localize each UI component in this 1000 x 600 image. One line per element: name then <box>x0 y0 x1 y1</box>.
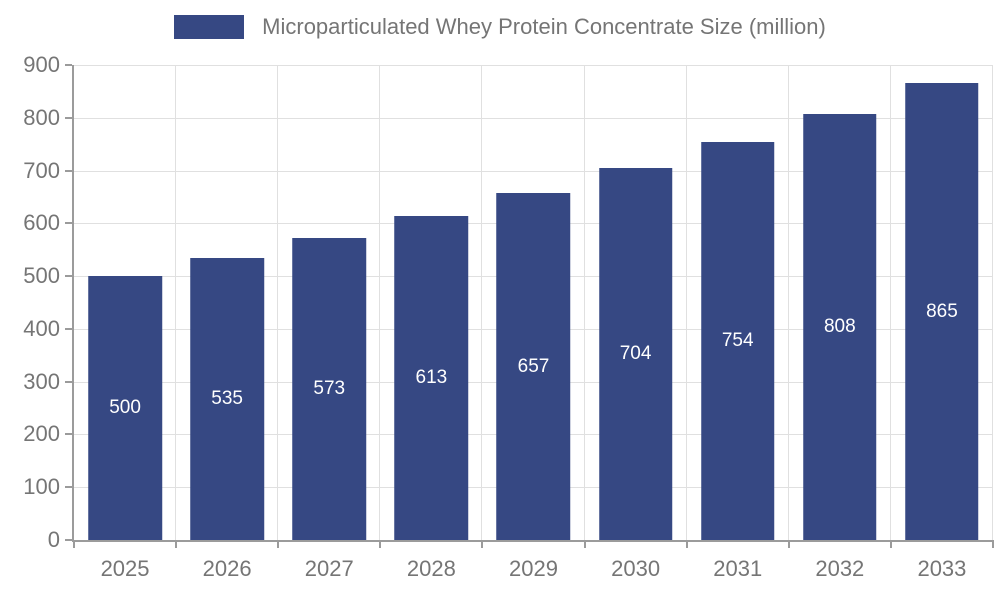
bar-value-label: 573 <box>313 377 346 399</box>
x-axis-tick <box>685 540 688 548</box>
y-axis-tick-label: 600 <box>23 210 60 236</box>
bar-slot: 500 <box>74 65 176 540</box>
bar-2033: 865 <box>905 83 979 540</box>
bar-value-label: 704 <box>619 343 652 365</box>
x-axis-tick-label: 2032 <box>815 556 865 581</box>
x-axis-tick-label: 2030 <box>611 556 661 581</box>
h-gridline <box>74 170 993 172</box>
x-axis-tick-label: 2027 <box>304 556 354 581</box>
bar-2028: 613 <box>394 216 469 540</box>
x-axis-tick-label: 2029 <box>509 556 558 581</box>
x-axis-tick <box>379 540 382 548</box>
y-axis-tick-label: 700 <box>23 157 60 183</box>
y-axis-tick <box>65 275 72 278</box>
y-axis-tick <box>65 169 72 172</box>
bar-2025: 500 <box>88 276 162 540</box>
y-axis-tick-label: 300 <box>23 368 60 394</box>
bar-value-label: 865 <box>926 300 958 322</box>
bar-slot: 754 <box>687 65 789 540</box>
y-axis-tick-label: 900 <box>23 52 60 77</box>
bar-slot: 613 <box>380 65 482 540</box>
v-gridline <box>379 65 381 540</box>
v-gridline <box>992 65 993 540</box>
bar-slot: 808 <box>789 65 891 540</box>
y-axis-tick-label: 200 <box>23 421 60 447</box>
x-axis-tick <box>583 540 586 548</box>
x-axis-tick-label: 2028 <box>406 556 456 581</box>
legend: Microparticulated Whey Protein Concentra… <box>0 14 1000 40</box>
bar-2027: 573 <box>292 237 367 540</box>
y-axis-tick <box>65 64 72 66</box>
bar-value-label: 535 <box>211 387 243 409</box>
x-axis-tick <box>175 540 178 548</box>
v-gridline <box>889 65 891 540</box>
v-gridline <box>175 65 177 540</box>
x-axis-tick <box>889 540 892 548</box>
y-axis-tick <box>65 116 72 119</box>
bar-slot: 573 <box>278 65 380 540</box>
v-gridline <box>685 65 687 540</box>
y-axis-tick <box>65 486 72 489</box>
h-gridline <box>74 65 993 66</box>
y-axis-tick <box>65 539 72 541</box>
bar-slot: 704 <box>585 65 687 540</box>
x-axis-tick <box>481 540 484 548</box>
y-axis-tick <box>65 327 72 330</box>
y-axis-tick <box>65 433 72 436</box>
bar-slot: 865 <box>891 65 993 540</box>
legend-swatch <box>174 15 245 39</box>
bar-value-label: 613 <box>415 367 448 389</box>
x-axis-tick-label: 2033 <box>917 556 967 581</box>
bar-2026: 535 <box>190 257 264 540</box>
x-axis-tick <box>787 540 790 548</box>
bar-value-label: 808 <box>823 315 856 337</box>
plot-area: 0 100 200 300 400 500 600 700 800 900 2025 2026 202… <box>23 52 994 581</box>
bar-value-label: 754 <box>721 330 754 352</box>
v-gridline <box>583 65 585 540</box>
bar-2029: 657 <box>496 193 571 540</box>
x-axis-tick-label: 2025 <box>100 556 150 581</box>
bar-slot: 535 <box>176 65 278 540</box>
legend-label: Microparticulated Whey Protein Concentra… <box>262 14 826 39</box>
v-gridline <box>277 65 279 540</box>
x-axis-tick <box>277 540 280 548</box>
v-gridline <box>481 65 483 540</box>
bar-value-label: 657 <box>517 355 550 377</box>
bar-2031: 754 <box>700 142 775 540</box>
x-axis-tick-label: 2026 <box>202 556 252 581</box>
bar-2032: 808 <box>803 113 877 540</box>
y-axis-tick-label: 800 <box>23 104 60 130</box>
y-axis-tick <box>65 222 72 225</box>
y-axis-tick <box>65 380 72 383</box>
x-axis-tick <box>992 540 994 548</box>
y-axis-tick-label: 100 <box>23 474 60 500</box>
y-axis-tick-label: 400 <box>23 315 60 341</box>
x-axis-tick <box>73 540 75 548</box>
bar-value-label: 500 <box>109 397 141 419</box>
bar-2030: 704 <box>598 168 673 540</box>
y-axis-tick-label: 500 <box>23 263 60 289</box>
v-gridline <box>787 65 789 540</box>
y-axis-tick-label: 0 <box>47 527 60 552</box>
x-axis-tick-label: 2031 <box>713 556 763 581</box>
h-gridline <box>74 117 993 119</box>
bar-slot: 657 <box>482 65 584 540</box>
